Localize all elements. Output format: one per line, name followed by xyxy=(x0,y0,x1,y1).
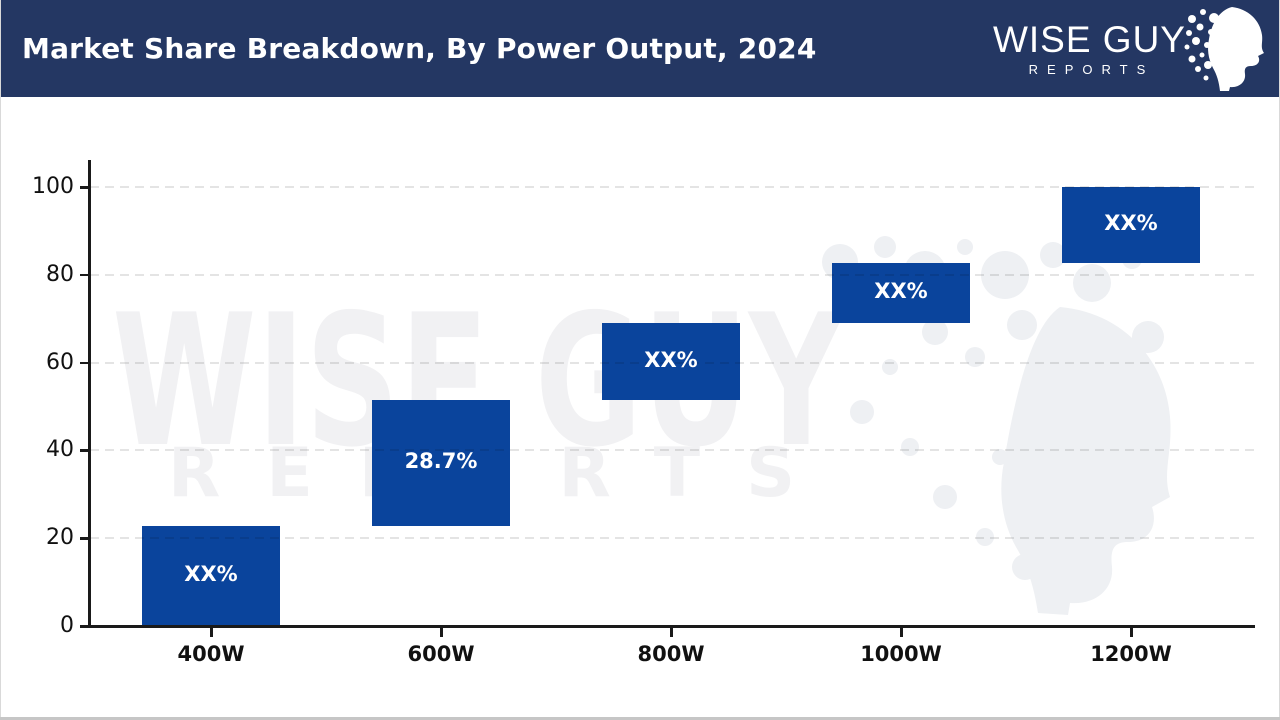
y-tick-60 xyxy=(80,361,89,365)
brand-subname: REPORTS xyxy=(1028,62,1155,77)
brand-name: WISE GUY xyxy=(992,19,1186,60)
gridline-y80 xyxy=(90,273,1255,276)
gridline-y100 xyxy=(90,186,1255,188)
bar-value-label-1200W: XX% xyxy=(1104,210,1158,235)
bar-value-label-600W: 28.7% xyxy=(404,448,478,473)
y-tick-label-60: 60 xyxy=(46,349,74,375)
y-tick-80 xyxy=(80,273,89,277)
x-tick-800W xyxy=(670,628,673,637)
y-tick-20 xyxy=(80,537,89,540)
x-tick-400W xyxy=(210,628,213,637)
bar-value-label-1000W: XX% xyxy=(874,278,928,303)
y-tick-label-80: 80 xyxy=(46,261,74,287)
bar-1200W xyxy=(1062,187,1200,263)
brand-logo: WISE GUY REPORTS xyxy=(993,5,1266,93)
bar-800W xyxy=(602,323,740,400)
header-band: Market Share Breakdown, By Power Output,… xyxy=(0,0,1280,97)
bar-value-label-400W: XX% xyxy=(184,561,238,586)
y-tick-label-20: 20 xyxy=(46,525,74,551)
x-tick-label-1200W: 1200W xyxy=(1090,642,1172,666)
bar-value-label-800W: XX% xyxy=(644,347,698,372)
bar-400W xyxy=(142,525,280,626)
y-tick-label-0: 0 xyxy=(60,613,74,638)
gridline-y20 xyxy=(90,537,1255,540)
y-axis-line xyxy=(88,160,91,627)
x-axis-line xyxy=(88,625,1255,628)
brand-logo-text: WISE GUY REPORTS xyxy=(993,21,1186,76)
y-tick-0 xyxy=(80,625,89,628)
x-tick-1000W xyxy=(900,628,903,637)
page-title: Market Share Breakdown, By Power Output,… xyxy=(22,32,817,65)
x-tick-label-600W: 600W xyxy=(407,642,475,666)
chart-plot-area: WISE GUY REPORTS 020406080100XX%400W28.7… xyxy=(0,97,1280,717)
gridline-y40 xyxy=(90,449,1255,452)
x-tick-label-400W: 400W xyxy=(177,642,245,666)
gridline-y60 xyxy=(90,361,1255,364)
x-tick-600W xyxy=(440,628,443,637)
bar-600W xyxy=(372,399,510,526)
x-tick-1200W xyxy=(1130,628,1133,637)
x-tick-label-800W: 800W xyxy=(637,642,705,666)
y-tick-label-100: 100 xyxy=(32,174,74,199)
y-tick-label-40: 40 xyxy=(46,437,74,463)
bar-1000W xyxy=(832,262,970,324)
y-tick-40 xyxy=(80,449,89,452)
x-tick-label-1000W: 1000W xyxy=(860,642,942,666)
y-tick-100 xyxy=(80,186,89,189)
dotted-head-icon xyxy=(1184,6,1264,91)
